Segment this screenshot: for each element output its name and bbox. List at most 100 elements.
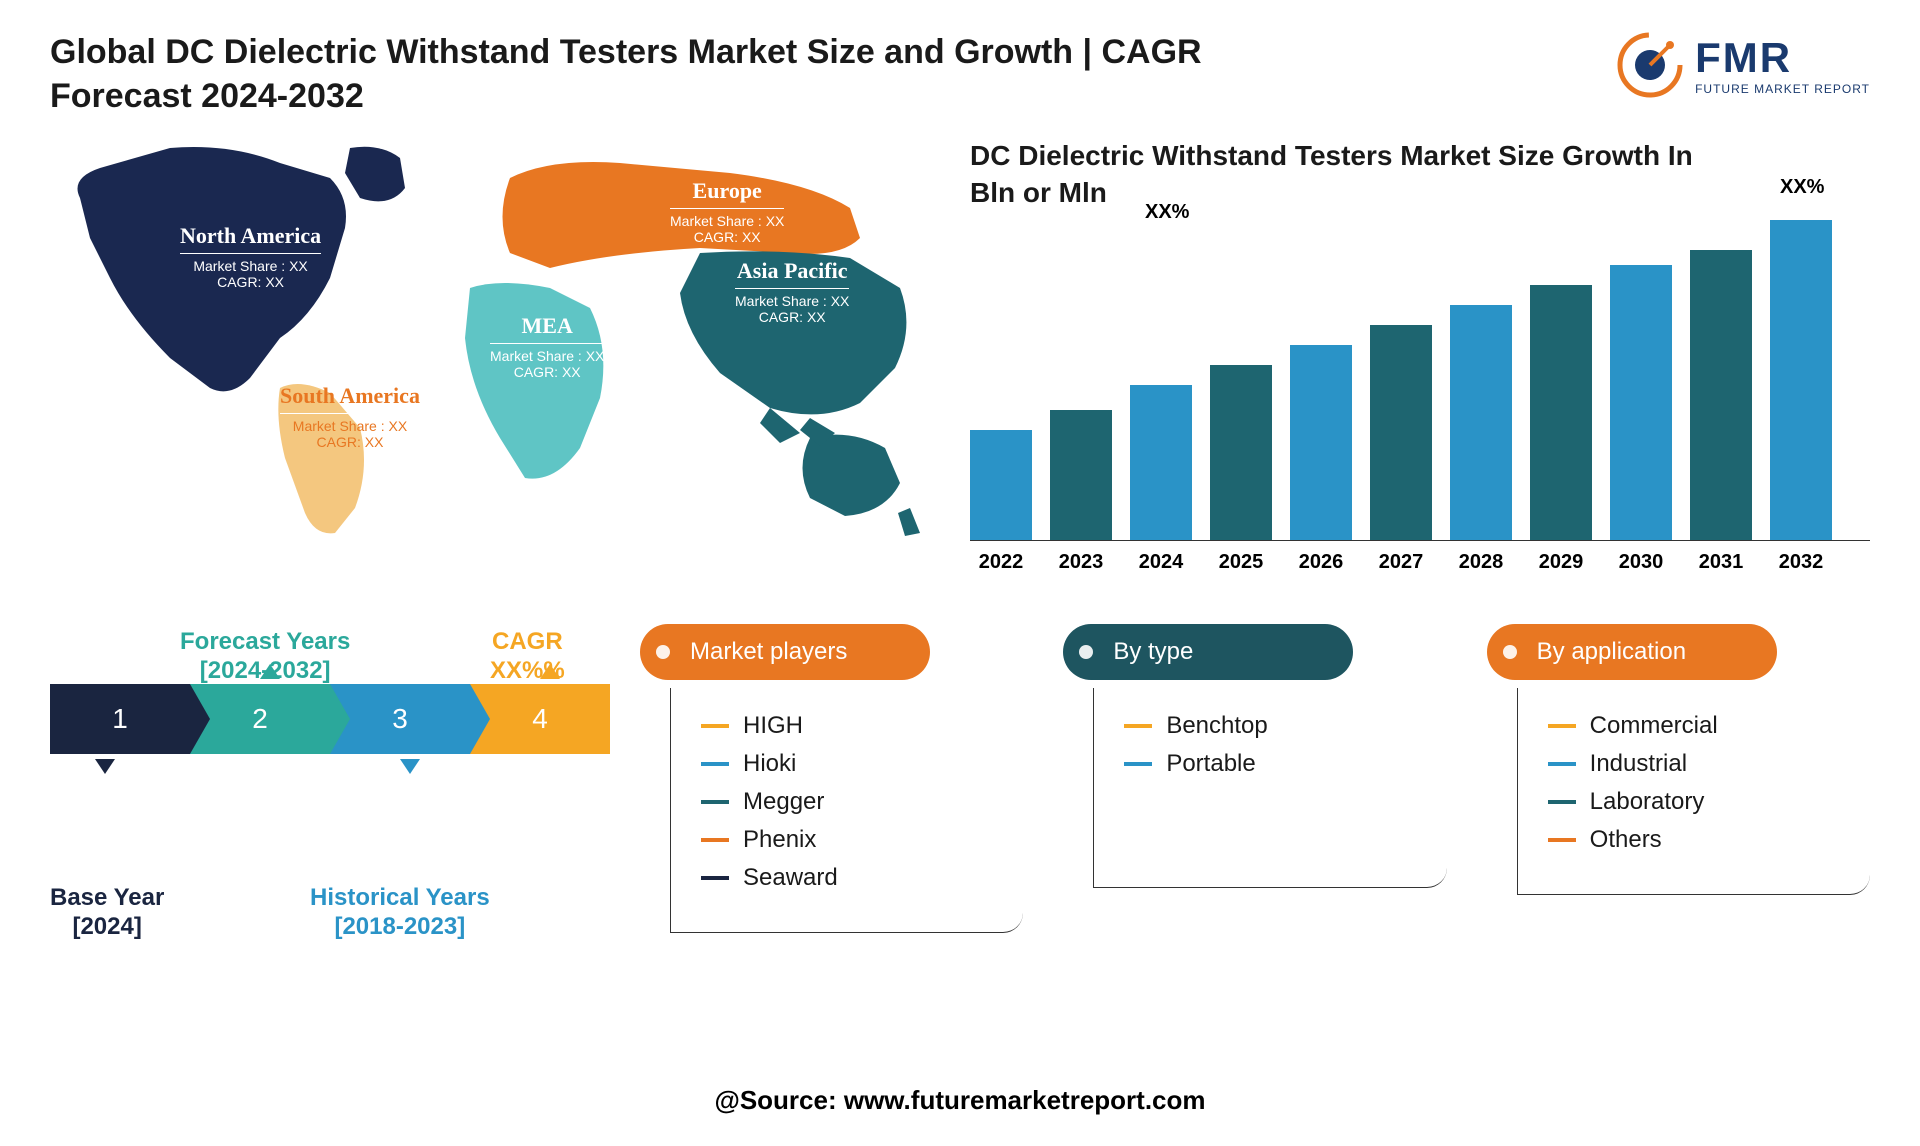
item-tick-icon: [701, 724, 729, 728]
timeline-arrow-0: [95, 759, 115, 774]
card-item: Benchtop: [1124, 712, 1426, 740]
bar-label-2029: 2029: [1530, 551, 1592, 574]
region-label-europe: EuropeMarket Share : XXCAGR: XX: [670, 178, 784, 245]
logo-fmr-text: FMR: [1695, 34, 1870, 82]
card-body: Commercial Industrial Laboratory Others: [1517, 688, 1870, 895]
card-item: Industrial: [1548, 750, 1850, 778]
timeline-label-2: Historical Years[2018-2023]: [310, 884, 490, 942]
card-item-text: Phenix: [743, 826, 816, 854]
card-item-text: HIGH: [743, 712, 803, 740]
card-header-text: Market players: [690, 638, 847, 666]
bar-label-2032: 2032: [1770, 551, 1832, 574]
card-header: Market players: [640, 624, 930, 680]
bar-chart: XX%XX%: [970, 221, 1870, 541]
card-header-text: By type: [1113, 638, 1193, 666]
region-australia: [803, 435, 901, 516]
timeline-arrow-1: [260, 664, 280, 679]
card-item: Commercial: [1548, 712, 1850, 740]
bar-2027: [1370, 325, 1432, 540]
card-by-application: By application Commercial Industrial Labora…: [1487, 624, 1870, 933]
pill-dot-icon: [1079, 645, 1093, 659]
bar-2026: [1290, 345, 1352, 540]
item-tick-icon: [701, 762, 729, 766]
item-tick-icon: [1124, 762, 1152, 766]
chart-annotation-1: XX%: [1780, 176, 1824, 199]
timeline-seg-1: 1: [50, 684, 190, 754]
card-item: Hioki: [701, 750, 1003, 778]
bar-2022: [970, 430, 1032, 540]
bar-2030: [1610, 265, 1672, 540]
card-market-players: Market players HIGH Hioki Megger Phenix Seawa…: [640, 624, 1023, 933]
card-header: By application: [1487, 624, 1777, 680]
card-header: By type: [1063, 624, 1353, 680]
chart-subtitle: Bln or Mln: [970, 177, 1107, 208]
item-tick-icon: [701, 876, 729, 880]
card-item-text: Commercial: [1590, 712, 1718, 740]
source-text: @Source: www.futuremarketreport.com: [714, 1085, 1205, 1116]
pill-dot-icon: [1503, 645, 1517, 659]
region-label-asia-pacific: Asia PacificMarket Share : XXCAGR: XX: [735, 258, 849, 325]
region-label-mea: MEAMarket Share : XXCAGR: XX: [490, 313, 604, 380]
card-item-text: Benchtop: [1166, 712, 1267, 740]
bar-2024: [1130, 385, 1192, 540]
card-item-text: Industrial: [1590, 750, 1687, 778]
card-item-text: Seaward: [743, 864, 838, 892]
card-item: Seaward: [701, 864, 1003, 892]
bar-2031: [1690, 250, 1752, 540]
timeline-seg-3: 3: [330, 684, 470, 754]
card-item: Others: [1548, 826, 1850, 854]
bar-label-2031: 2031: [1690, 551, 1752, 574]
chart-annotation-0: XX%: [1145, 201, 1189, 224]
region-label-north-america: North AmericaMarket Share : XXCAGR: XX: [180, 223, 321, 290]
timeline-seg-2: 2: [190, 684, 330, 754]
bar-2023: [1050, 410, 1112, 540]
world-map: North AmericaMarket Share : XXCAGR: XX So…: [50, 138, 930, 538]
bar-label-2022: 2022: [970, 551, 1032, 574]
timeline-arrow-2: [400, 759, 420, 774]
page-title: Global DC Dielectric Withstand Testers M…: [50, 30, 1250, 118]
item-tick-icon: [701, 800, 729, 804]
bar-2025: [1210, 365, 1272, 540]
bar-label-2023: 2023: [1050, 551, 1112, 574]
chart-title: DC Dielectric Withstand Testers Market S…: [970, 140, 1693, 171]
timeline: 1234 Base Year[2024]Forecast Years[2024-…: [50, 624, 610, 933]
card-item-text: Portable: [1166, 750, 1255, 778]
card-item-text: Laboratory: [1590, 788, 1705, 816]
timeline-arrow-3: [540, 664, 560, 679]
card-item: Phenix: [701, 826, 1003, 854]
bar-label-2028: 2028: [1450, 551, 1512, 574]
logo-icon: [1615, 30, 1685, 100]
bar-label-2024: 2024: [1130, 551, 1192, 574]
pill-dot-icon: [656, 645, 670, 659]
card-body: Benchtop Portable: [1093, 688, 1446, 888]
timeline-label-0: Base Year[2024]: [50, 884, 164, 942]
region-label-south-america: South AmericaMarket Share : XXCAGR: XX: [280, 383, 420, 450]
item-tick-icon: [1548, 838, 1576, 842]
logo: FMR FUTURE MARKET REPORT: [1615, 30, 1870, 100]
card-body: HIGH Hioki Megger Phenix Seaward: [670, 688, 1023, 933]
card-item-text: Others: [1590, 826, 1662, 854]
card-item-text: Megger: [743, 788, 824, 816]
card-item: HIGH: [701, 712, 1003, 740]
region-nz: [898, 508, 920, 536]
bar-chart-section: DC Dielectric Withstand Testers Market S…: [970, 138, 1870, 574]
region-greenland: [345, 147, 405, 202]
item-tick-icon: [701, 838, 729, 842]
item-tick-icon: [1124, 724, 1152, 728]
card-item: Portable: [1124, 750, 1426, 778]
bar-2032: [1770, 220, 1832, 540]
bar-label-2027: 2027: [1370, 551, 1432, 574]
timeline-seg-4: 4: [470, 684, 610, 754]
card-by-type: By type Benchtop Portable: [1063, 624, 1446, 933]
card-item: Laboratory: [1548, 788, 1850, 816]
bar-2028: [1450, 305, 1512, 540]
item-tick-icon: [1548, 800, 1576, 804]
item-tick-icon: [1548, 762, 1576, 766]
bar-label-2030: 2030: [1610, 551, 1672, 574]
bar-label-2026: 2026: [1290, 551, 1352, 574]
logo-tagline: FUTURE MARKET REPORT: [1695, 82, 1870, 96]
card-header-text: By application: [1537, 638, 1686, 666]
bar-label-2025: 2025: [1210, 551, 1272, 574]
item-tick-icon: [1548, 724, 1576, 728]
bar-2029: [1530, 285, 1592, 540]
